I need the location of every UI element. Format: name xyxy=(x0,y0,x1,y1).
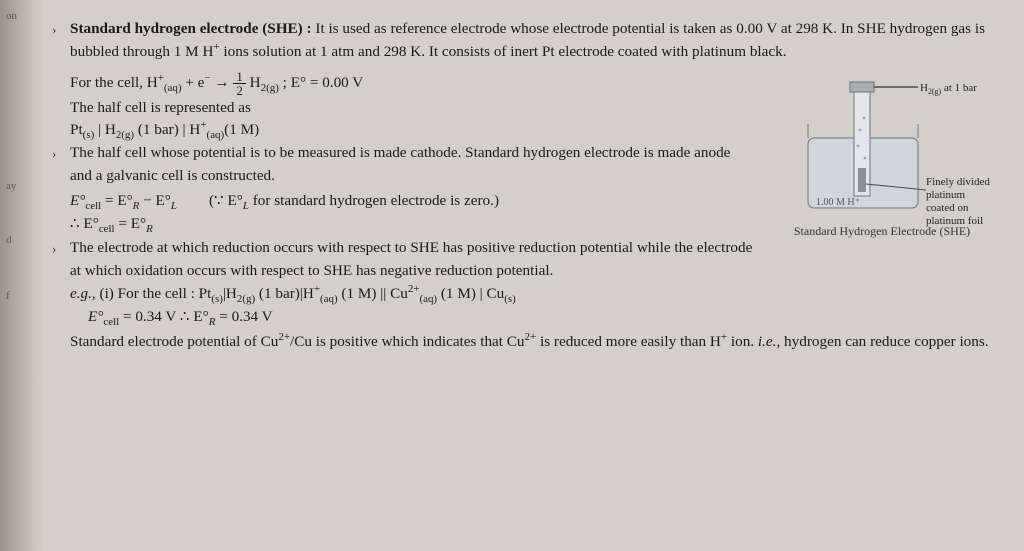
body-text: ions solution at 1 atm and 298 K. It con… xyxy=(220,43,787,60)
bullet-marker: › xyxy=(52,18,70,64)
list-item: › Standard hydrogen electrode (SHE) : It… xyxy=(52,18,996,64)
figure-label-h2: H2(g) at 1 bar xyxy=(920,80,977,97)
bullet-marker: › xyxy=(52,237,70,283)
equation-line: E°cell = E°R − E°L (∵ E°L for standard h… xyxy=(52,190,756,213)
equation-line: E°cell = 0.34 V ∴ E°R = 0.34 V xyxy=(52,306,996,329)
page-binding-shadow xyxy=(0,0,44,551)
figure-label-concentration: 1.00 M H⁺ xyxy=(816,195,860,210)
list-item: › The half cell whose potential is to be… xyxy=(52,142,756,188)
conclusion-text: Standard electrode potential of Cu2+/Cu … xyxy=(52,331,996,354)
margin-fragment: d xyxy=(6,232,12,249)
paragraph: Standard hydrogen electrode (SHE) : It i… xyxy=(70,18,996,64)
list-item: › The electrode at which reduction occur… xyxy=(52,237,756,283)
body-text: The half cell whose potential is to be m… xyxy=(70,142,756,188)
equation-reason: (∵ E°L for standard hydrogen electrode i… xyxy=(209,190,499,213)
example-line: e.g., (i) For the cell : Pt(s)|H2(g) (1 … xyxy=(52,283,996,306)
margin-fragment: ay xyxy=(6,178,16,195)
bullet-marker: › xyxy=(52,142,70,188)
body-text: The electrode at which reduction occurs … xyxy=(70,237,756,283)
figure-label-platinum: Finely divided platinum coated on platin… xyxy=(926,176,996,229)
section-heading: Standard hydrogen electrode (SHE) : xyxy=(70,20,312,37)
margin-fragment: f xyxy=(6,288,10,305)
figure-she-electrode: H2(g) at 1 bar Finely divided platinum c… xyxy=(768,68,996,240)
margin-fragment: on xyxy=(6,8,17,25)
